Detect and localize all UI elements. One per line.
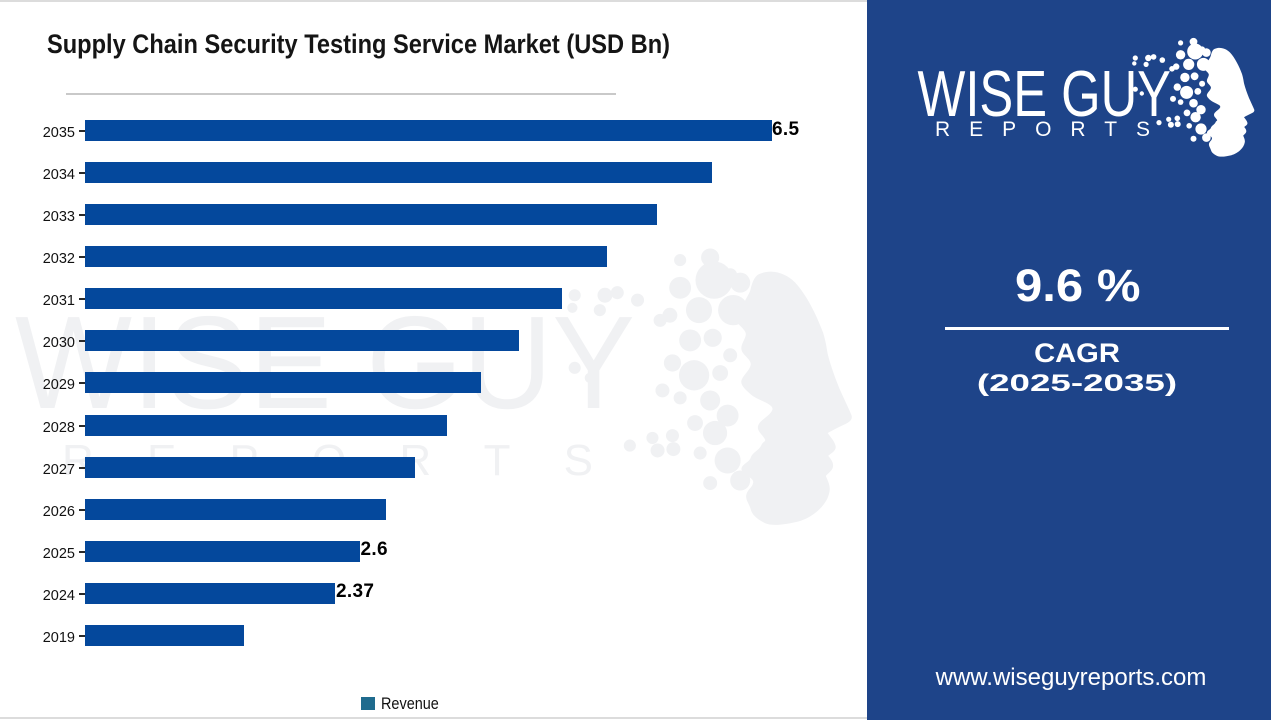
svg-text:WISE GUY: WISE GUY: [918, 58, 1172, 130]
svg-text:Supply Chain Security Testing: Supply Chain Security Testing Service Ma…: [47, 29, 670, 59]
svg-text:WISE GUY: WISE GUY: [15, 289, 635, 436]
